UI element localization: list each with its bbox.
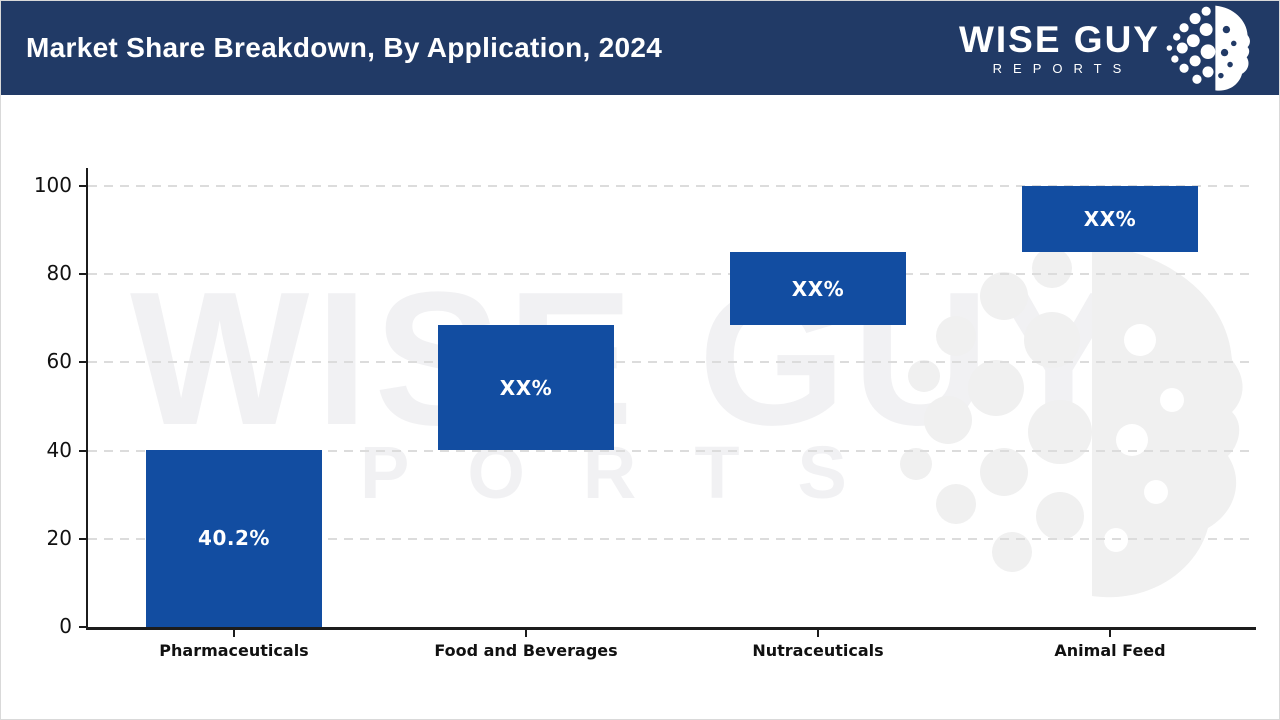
y-tick-label-0: 0 [59, 614, 72, 638]
bar-value-label-animal-feed: XX% [1083, 207, 1137, 232]
wise-guy-reports-logo: WISE GUY REPORTS [959, 2, 1254, 94]
x-tick-mark-animal-feed [1109, 630, 1111, 637]
y-gridline-80 [88, 273, 1256, 276]
y-tick-label-60: 60 [46, 349, 72, 374]
y-tick-label-20: 20 [46, 525, 72, 550]
x-category-label-nutraceuticals: Nutraceuticals [752, 641, 884, 660]
y-gridline-100 [88, 185, 1256, 187]
y-tick-mark-0 [79, 626, 87, 628]
y-tick-mark-20 [79, 537, 87, 540]
logo-wordmark: WISE GUY [958, 18, 1160, 60]
y-tick-mark-80 [79, 273, 87, 276]
logo-text: WISE GUY REPORTS [959, 21, 1160, 75]
x-category-label-pharmaceuticals: Pharmaceuticals [159, 641, 309, 660]
x-tick-mark-pharmaceuticals [233, 630, 235, 637]
x-axis-line [86, 627, 1256, 630]
y-tick-mark-40 [79, 449, 87, 452]
y-gridline-60 [88, 361, 1256, 364]
dotted-face-icon [1166, 5, 1250, 91]
y-tick-mark-60 [79, 361, 87, 364]
x-category-label-animal-feed: Animal Feed [1054, 641, 1166, 660]
y-tick-label-100: 100 [33, 173, 72, 197]
logo-subtitle: REPORTS [992, 60, 1133, 76]
bar-value-label-pharmaceuticals: 40.2% [198, 526, 270, 551]
header: Market Share Breakdown, By Application, … [0, 0, 1280, 95]
y-tick-label-40: 40 [46, 437, 72, 462]
bar-nutraceuticals: XX% [730, 252, 906, 326]
bar-pharmaceuticals: 40.2% [146, 449, 322, 627]
bar-food-and-beverages: XX% [438, 325, 614, 450]
y-gridline-40 [88, 449, 1256, 452]
bar-value-label-nutraceuticals: XX% [791, 276, 845, 301]
y-tick-mark-100 [79, 185, 87, 187]
x-category-label-food-and-beverages: Food and Beverages [434, 641, 618, 660]
bar-value-label-food-and-beverages: XX% [499, 375, 553, 400]
x-tick-mark-food-and-beverages [525, 630, 527, 637]
bar-animal-feed: XX% [1022, 186, 1198, 253]
chart-title: Market Share Breakdown, By Application, … [26, 31, 663, 63]
watermark-dotted-face [900, 244, 1243, 598]
y-tick-label-80: 80 [46, 261, 72, 286]
x-tick-mark-nutraceuticals [817, 630, 819, 637]
y-gridline-20 [88, 537, 1256, 540]
y-axis-line [86, 168, 88, 630]
